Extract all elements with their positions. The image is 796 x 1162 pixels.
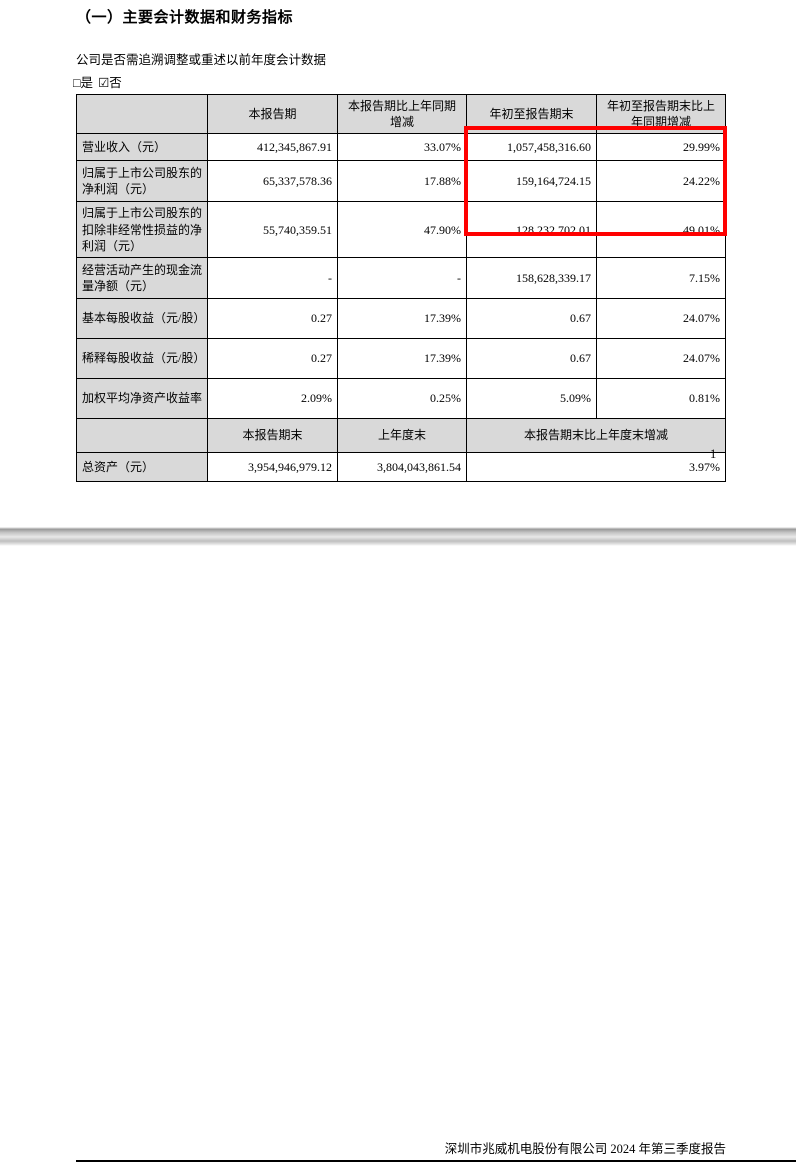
row-label-weighted-roe: 加权平均净资产收益率 (76, 377, 208, 419)
header2-cell-prior-year-end: 上年度末 (337, 417, 467, 453)
table-row: 经营活动产生的现金流量净额（元） - - 158,628,339.17 7.15… (76, 256, 726, 299)
page-number: 1 (710, 447, 717, 461)
cell-diluted-eps-current-period: 0.27 (207, 337, 338, 379)
cell-total-assets-change: 3.97% (466, 451, 726, 482)
table-header-row-balance: 本报告期末 上年度末 本报告期末比上年度末增减 (76, 417, 726, 453)
header2-cell-change: 本报告期末比上年度末增减 (466, 417, 726, 453)
cell-net-profit-deducted-ytd: 128,232,702.01 (466, 201, 597, 258)
cell-basic-eps-ytd: 0.67 (466, 297, 597, 339)
header2-cell-period-end: 本报告期末 (207, 417, 338, 453)
table-row: 总资产（元） 3,954,946,979.12 3,804,043,861.54… (76, 451, 726, 482)
header-cell-ytd-change: 年初至报告期末比上年同期增减 (596, 93, 726, 135)
cell-weighted-roe-ytd: 5.09% (466, 377, 597, 419)
table-row: 营业收入（元） 412,345,867.91 33.07% 1,057,458,… (76, 133, 726, 162)
cell-net-profit-current-change: 17.88% (337, 160, 467, 203)
document-page-2: 深圳市兆威机电股份有限公司 2024 年第三季度报告 (0, 546, 796, 1162)
header-cell-empty (76, 93, 208, 135)
cell-total-assets-prior-year-end: 3,804,043,861.54 (337, 451, 467, 482)
table-row: 加权平均净资产收益率 2.09% 0.25% 5.09% 0.81% (76, 377, 726, 419)
cell-net-profit-deducted-current-period: 55,740,359.51 (207, 201, 338, 258)
cell-net-profit-ytd: 159,164,724.15 (466, 160, 597, 203)
header2-cell-empty (76, 417, 208, 453)
cell-diluted-eps-current-change: 17.39% (337, 337, 467, 379)
row-label-net-profit: 归属于上市公司股东的净利润（元） (76, 160, 208, 203)
cell-total-assets-period-end: 3,954,946,979.12 (207, 451, 338, 482)
table-header-row-periods: 本报告期 本报告期比上年同期增减 年初至报告期末 年初至报告期末比上年同期增减 (76, 93, 726, 135)
main-financial-indicators-table: 本报告期 本报告期比上年同期增减 年初至报告期末 年初至报告期末比上年同期增减 … (76, 93, 726, 482)
table-row: 基本每股收益（元/股） 0.27 17.39% 0.67 24.07% (76, 297, 726, 339)
footer-report-title: 深圳市兆威机电股份有限公司 2024 年第三季度报告 (444, 1142, 726, 1156)
cell-revenue-ytd: 1,057,458,316.60 (466, 133, 597, 162)
cell-weighted-roe-current-period: 2.09% (207, 377, 338, 419)
section-heading: （一）主要会计数据和财务指标 (76, 10, 294, 26)
cell-diluted-eps-ytd-change: 24.07% (596, 337, 726, 379)
cell-diluted-eps-ytd: 0.67 (466, 337, 597, 379)
row-label-diluted-eps: 稀释每股收益（元/股） (76, 337, 208, 379)
header-cell-current-period-change: 本报告期比上年同期增减 (337, 93, 467, 135)
cell-revenue-current-change: 33.07% (337, 133, 467, 162)
cell-basic-eps-ytd-change: 24.07% (596, 297, 726, 339)
header-cell-current-period: 本报告期 (207, 93, 338, 135)
cell-operating-cash-flow-current-period: - (207, 256, 338, 299)
cell-weighted-roe-current-change: 0.25% (337, 377, 467, 419)
cell-operating-cash-flow-current-change: - (337, 256, 467, 299)
document-page-1: （一）主要会计数据和财务指标 公司是否需追溯调整或重述以前年度会计数据 □是 ☑否… (0, 0, 796, 528)
row-label-operating-cash-flow: 经营活动产生的现金流量净额（元） (76, 256, 208, 299)
cell-weighted-roe-ytd-change: 0.81% (596, 377, 726, 419)
retrospective-adjustment-choices: □是 ☑否 (73, 72, 122, 91)
cell-basic-eps-current-period: 0.27 (207, 297, 338, 339)
row-label-total-assets: 总资产（元） (76, 451, 208, 482)
table-row: 稀释每股收益（元/股） 0.27 17.39% 0.67 24.07% (76, 337, 726, 379)
table-row: 归属于上市公司股东的净利润（元） 65,337,578.36 17.88% 15… (76, 160, 726, 203)
checkbox-no-checked[interactable]: ☑否 (98, 76, 122, 90)
cell-net-profit-ytd-change: 24.22% (596, 160, 726, 203)
cell-net-profit-deducted-current-change: 47.90% (337, 201, 467, 258)
table-row: 归属于上市公司股东的扣除非经常性损益的净利润（元） 55,740,359.51 … (76, 201, 726, 258)
page-separator-band (0, 527, 796, 546)
retrospective-adjustment-question: 公司是否需追溯调整或重述以前年度会计数据 (76, 53, 327, 67)
row-label-net-profit-deducted: 归属于上市公司股东的扣除非经常性损益的净利润（元） (76, 201, 208, 258)
row-label-basic-eps: 基本每股收益（元/股） (76, 297, 208, 339)
cell-revenue-current-period: 412,345,867.91 (207, 133, 338, 162)
checkbox-yes-unchecked[interactable]: □是 (73, 76, 94, 90)
header-cell-ytd: 年初至报告期末 (466, 93, 597, 135)
cell-revenue-ytd-change: 29.99% (596, 133, 726, 162)
cell-net-profit-current-period: 65,337,578.36 (207, 160, 338, 203)
cell-operating-cash-flow-ytd-change: 7.15% (596, 256, 726, 299)
cell-basic-eps-current-change: 17.39% (337, 297, 467, 339)
row-label-revenue: 营业收入（元） (76, 133, 208, 162)
cell-operating-cash-flow-ytd: 158,628,339.17 (466, 256, 597, 299)
cell-net-profit-deducted-ytd-change: 49.01% (596, 201, 726, 258)
